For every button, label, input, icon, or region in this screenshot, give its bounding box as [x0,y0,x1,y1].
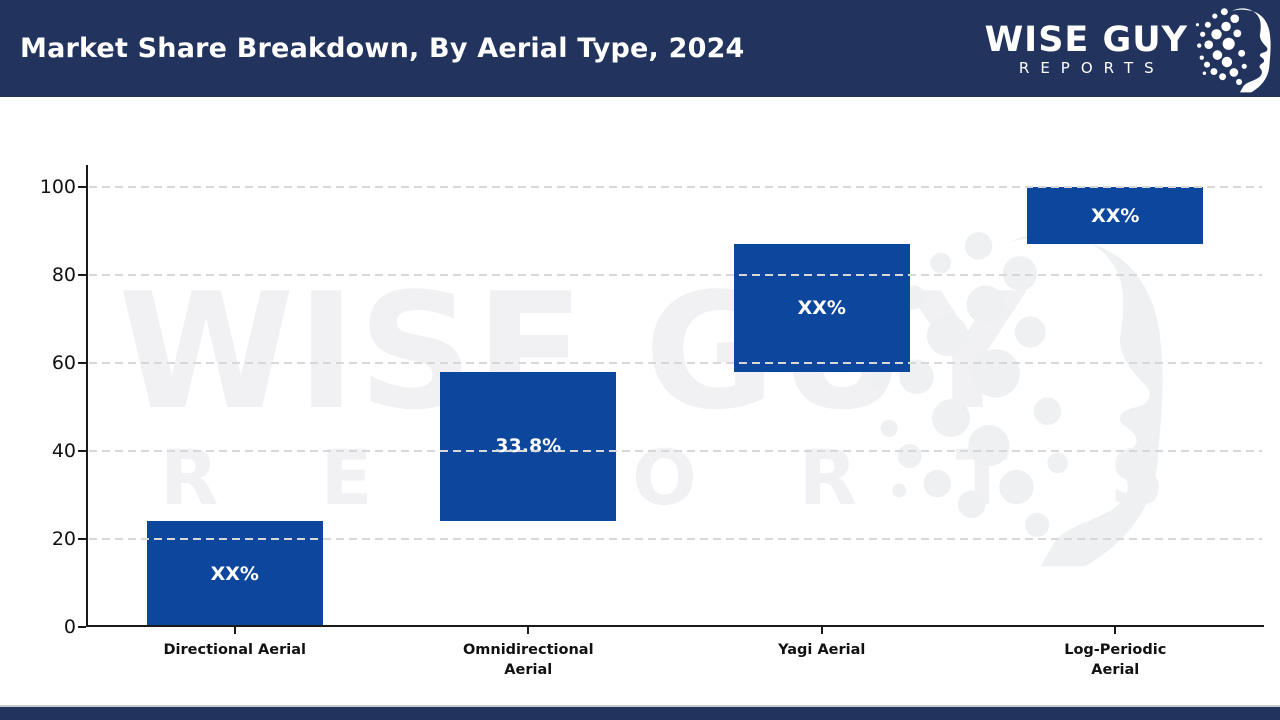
x-label-directional-aerial: Directional Aerial [105,640,365,660]
x-label-omnidirectional-aerial: Omnidirectional Aerial [398,640,658,680]
wiseguy-head-icon [1194,5,1272,93]
y-tick-0 [78,626,86,628]
x-label-line: Yagi Aerial [778,642,866,658]
y-tick-label-20: 20 [51,528,76,550]
y-tick-100 [78,186,86,188]
page-title: Market Share Breakdown, By Aerial Type, … [20,33,745,64]
y-tick-label-40: 40 [51,440,76,462]
x-label-log-periodic-aerial: Log-Periodic Aerial [985,640,1245,680]
y-tick-label-80: 80 [51,264,76,286]
x-tick-yagi-aerial [820,627,823,634]
bar-yagi-aerial: XX% [733,244,910,372]
logo-subtitle: REPORTS [1018,58,1165,77]
x-label-line: Log-Periodic [1064,642,1167,658]
logo-text: WISE GUY REPORTS [985,21,1188,77]
y-tick-20 [78,538,86,540]
x-label-line: Omnidirectional [462,642,594,658]
bar-value-label: XX% [210,562,259,585]
header-bar: Market Share Breakdown, By Aerial Type, … [0,0,1280,97]
gridline-80 [89,274,1262,276]
y-tick-40 [78,450,86,452]
footer-divider [0,705,1280,707]
y-tick-label-100: 100 [39,176,76,198]
x-axis-spine [86,625,1264,627]
x-tick-directional-aerial [233,627,236,634]
gridline-40 [89,450,1262,452]
bar-log-periodic-aerial: XX% [1027,187,1204,245]
gridline-60 [89,362,1262,364]
y-tick-80 [78,274,86,276]
y-tick-label-0: 0 [63,616,76,638]
x-label-line: Aerial [504,662,553,678]
x-tick-log-periodic-aerial [1114,627,1117,634]
bar-value-label: XX% [1091,204,1140,227]
x-label-line: Aerial [1091,662,1140,678]
bar-omnidirectional-aerial: 33.8% [440,371,617,521]
y-axis-spine [86,165,88,627]
gridline-20 [89,538,1262,540]
wiseguy-logo: WISE GUY REPORTS [985,2,1272,95]
bar-value-label: 33.8% [495,435,562,458]
bar-value-label: XX% [797,296,846,319]
logo-wordmark: WISE GUY [984,19,1188,60]
footer-bar [0,707,1280,720]
bar-directional-aerial: XX% [146,520,323,627]
gridline-100 [89,186,1262,188]
x-tick-omnidirectional-aerial [527,627,530,634]
y-tick-60 [78,362,86,364]
y-tick-label-60: 60 [51,352,76,374]
x-label-yagi-aerial: Yagi Aerial [692,640,952,660]
x-label-line: Directional Aerial [163,642,306,658]
